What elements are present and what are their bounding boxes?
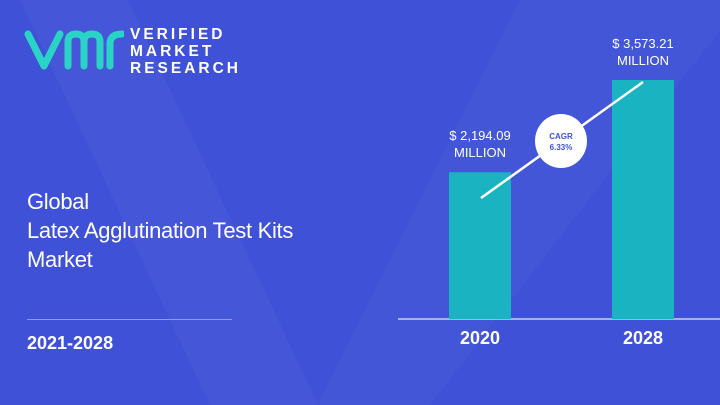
brand-name: VERIFIED MARKET RESEARCH: [130, 26, 241, 77]
value-label-2020-amount: $ 2,194.09: [449, 128, 510, 143]
title-divider: [27, 319, 232, 320]
report-title: Global Latex Agglutination Test Kits Mar…: [27, 187, 293, 274]
vmr-logo-icon: [24, 30, 124, 70]
forecast-period: 2021-2028: [27, 333, 114, 353]
brand-line-2: MARKET: [130, 43, 215, 60]
value-label-2028-amount: $ 3,573.21: [612, 36, 673, 51]
cagr-value: 6.33%: [550, 143, 573, 152]
title-line-2: Latex Agglutination Test Kits: [27, 218, 294, 243]
category-label-2028: 2028: [623, 328, 663, 348]
brand-line-1: VERIFIED: [130, 26, 226, 43]
bar-2028: [612, 80, 674, 319]
value-label-2020-unit: MILLION: [454, 145, 506, 160]
title-line-1: Global: [27, 189, 89, 214]
brand-line-3: RESEARCH: [130, 60, 241, 77]
category-label-2020: 2020: [460, 328, 500, 348]
brand-logo: VERIFIED MARKET RESEARCH: [24, 22, 238, 82]
cagr-badge: [535, 114, 587, 168]
cagr-label: CAGR: [549, 132, 573, 141]
value-label-2028-unit: MILLION: [617, 53, 669, 68]
title-line-3: Market: [27, 247, 93, 272]
bar-2020: [449, 172, 511, 319]
